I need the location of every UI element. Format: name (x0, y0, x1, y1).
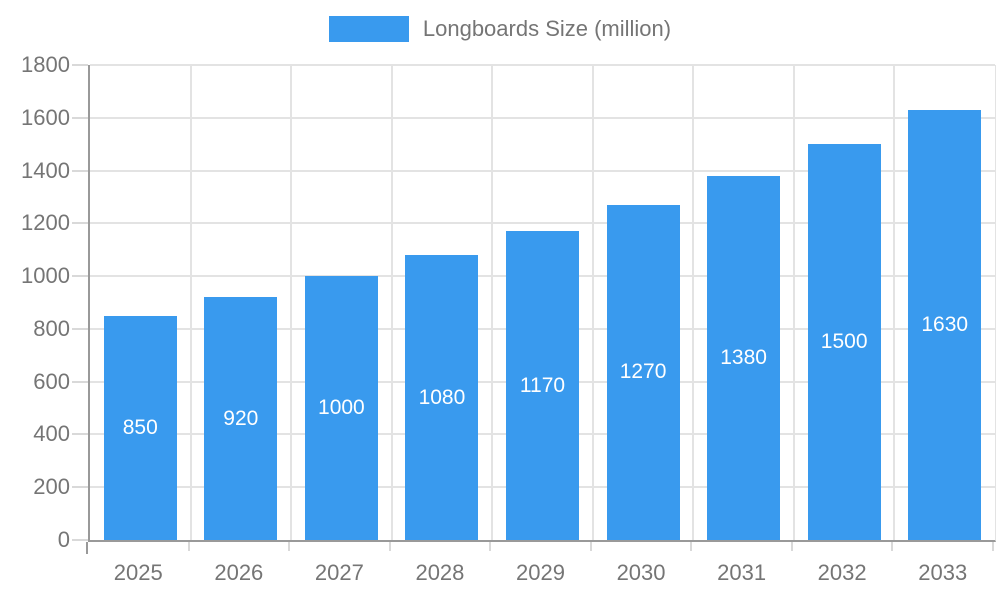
bar-value-label: 1000 (318, 396, 365, 420)
x-tick (790, 542, 793, 551)
bar-value-label: 920 (223, 406, 259, 430)
x-gridline (189, 65, 192, 540)
bar-value-label: 1500 (820, 330, 868, 354)
y-tick (72, 116, 88, 119)
x-tick (388, 542, 391, 551)
y-axis-stub (86, 542, 88, 554)
y-gridline (90, 222, 995, 225)
y-axis-label: 0 (57, 527, 70, 552)
y-tick (72, 486, 88, 489)
x-axis-label: 2029 (516, 560, 565, 585)
y-axis-label: 600 (33, 368, 70, 394)
y-axis-label: 1800 (21, 52, 70, 77)
bar-value-label: 1270 (619, 360, 667, 384)
x-gridline (491, 65, 494, 540)
bar: 1270 (606, 204, 680, 540)
legend-swatch (328, 16, 409, 42)
x-axis-label: 2031 (717, 560, 767, 585)
y-axis-label: 1400 (21, 157, 70, 183)
bar: 1380 (707, 175, 781, 540)
y-axis-label: 1000 (21, 263, 70, 289)
x-axis-label: 2025 (113, 560, 163, 585)
x-tick (891, 542, 894, 551)
x-tick (288, 542, 291, 551)
y-axis-label: 1200 (21, 210, 70, 236)
y-tick (72, 539, 88, 541)
bar: 1630 (908, 109, 982, 540)
legend-label: Longboards Size (million) (422, 16, 672, 41)
x-tick (489, 542, 492, 551)
x-axis-label: 2028 (415, 560, 465, 585)
y-gridline (90, 116, 995, 119)
y-tick (72, 433, 88, 436)
bar-value-label: 1170 (519, 373, 566, 397)
bar: 1170 (506, 231, 579, 540)
x-gridline (692, 65, 695, 540)
x-gridline (591, 65, 594, 540)
y-axis-label: 400 (33, 421, 70, 447)
y-tick (72, 222, 88, 225)
bar: 1080 (405, 255, 479, 540)
x-tick (589, 542, 592, 551)
y-gridline (90, 169, 995, 172)
x-axis-label: 2026 (214, 560, 264, 585)
bar: 1000 (304, 276, 378, 540)
x-tick (992, 542, 994, 551)
y-tick (72, 380, 88, 383)
y-axis-label: 800 (33, 315, 70, 341)
bar: 850 (103, 315, 177, 540)
x-gridline (893, 65, 896, 540)
x-axis-label: 2027 (314, 560, 364, 585)
y-tick (72, 169, 88, 172)
y-axis-label: 1600 (21, 104, 70, 130)
x-gridline (792, 65, 795, 540)
y-gridline (90, 64, 995, 66)
bar-value-label: 1630 (921, 312, 969, 336)
x-axis-label: 2030 (616, 560, 666, 585)
x-gridline (290, 65, 293, 540)
x-tick (187, 542, 190, 551)
bar-value-label: 1080 (418, 385, 466, 409)
x-gridline (390, 65, 393, 540)
bar: 1500 (807, 144, 881, 540)
bar: 920 (204, 297, 278, 540)
bar-value-label: 1380 (720, 345, 767, 369)
y-axis-label: 200 (33, 474, 70, 500)
y-tick (72, 64, 88, 66)
x-tick (690, 542, 693, 551)
x-axis-label: 2033 (918, 560, 968, 585)
bar-value-label: 850 (122, 415, 158, 439)
y-tick (72, 327, 88, 330)
x-axis-label: 2032 (817, 560, 867, 585)
y-tick (72, 275, 88, 278)
plot-area: 850 920 1000 1080 1170 1270 1380 1500 1630 (88, 64, 996, 542)
legend-item[interactable]: Longboards Size (million) (0, 16, 1000, 42)
